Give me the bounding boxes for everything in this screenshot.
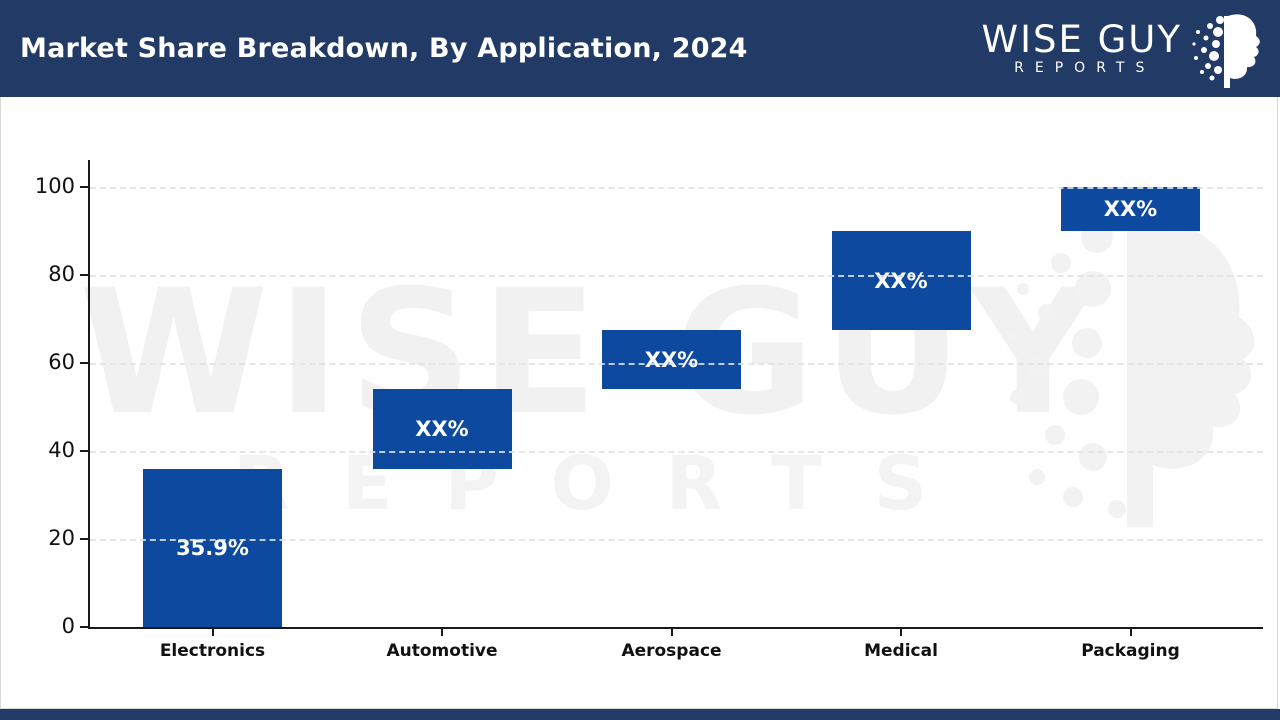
bar-electronics: 35.9% — [143, 469, 282, 627]
y-tick-label-80: 80 — [48, 262, 75, 286]
y-tick-label-40: 40 — [48, 438, 75, 462]
x-tick-label-packaging: Packaging — [1081, 641, 1180, 661]
logo-text: WISE GUY REPORTS — [981, 17, 1182, 77]
y-tick-mark — [80, 186, 88, 188]
watermark-head-icon — [1008, 221, 1255, 527]
bar-aerospace: XX% — [602, 330, 741, 390]
y-tick-label-20: 20 — [48, 526, 75, 550]
x-tick-label-electronics: Electronics — [159, 641, 266, 661]
x-tick-label-medical: Medical — [864, 641, 938, 661]
bar-value-label: XX% — [1103, 197, 1158, 221]
x-tick-mark — [441, 629, 443, 636]
gridline-20 — [90, 539, 1263, 541]
head-dots-icon — [1192, 13, 1260, 88]
gridline-40 — [90, 451, 1263, 453]
gridline-60 — [90, 363, 1263, 365]
gridline-80 — [90, 275, 1263, 277]
y-axis — [88, 160, 90, 629]
y-tick-mark — [80, 538, 88, 540]
x-axis — [88, 627, 1263, 629]
page-title: Market Share Breakdown, By Application, … — [20, 33, 748, 64]
gridline-100 — [90, 187, 1263, 189]
bar-medical: XX% — [831, 231, 971, 330]
y-tick-mark — [80, 626, 88, 628]
y-tick-label-100: 100 — [34, 174, 75, 198]
y-tick-mark — [80, 450, 88, 452]
header-bar: Market Share Breakdown, By Application, … — [0, 0, 1280, 97]
bar-automotive: XX% — [372, 389, 512, 470]
logo-subtitle: REPORTS — [1014, 60, 1156, 77]
footer-bar — [0, 709, 1280, 720]
y-tick-label-60: 60 — [48, 350, 75, 374]
y-tick-mark — [80, 274, 88, 276]
x-tick-mark — [900, 629, 902, 636]
x-tick-label-aerospace: Aerospace — [621, 641, 722, 661]
chart-area: WISE GUY REPORTS 0 20 40 60 80 100 35.9% Electr… — [0, 97, 1278, 709]
y-tick-label-0: 0 — [61, 614, 75, 638]
bar-packaging: XX% — [1061, 187, 1200, 231]
x-tick-mark — [1129, 629, 1132, 636]
logo-wordmark: WISE GUY — [981, 17, 1182, 61]
wiseguy-logo: WISE GUY REPORTS — [982, 8, 1280, 90]
x-tick-label-automotive: Automotive — [386, 641, 498, 661]
bar-value-label: XX% — [874, 268, 928, 293]
y-tick-mark — [80, 362, 88, 364]
bar-value-label: XX% — [644, 347, 699, 372]
x-tick-mark — [670, 629, 673, 636]
bar-value-label: XX% — [415, 417, 469, 442]
x-tick-mark — [211, 629, 214, 636]
